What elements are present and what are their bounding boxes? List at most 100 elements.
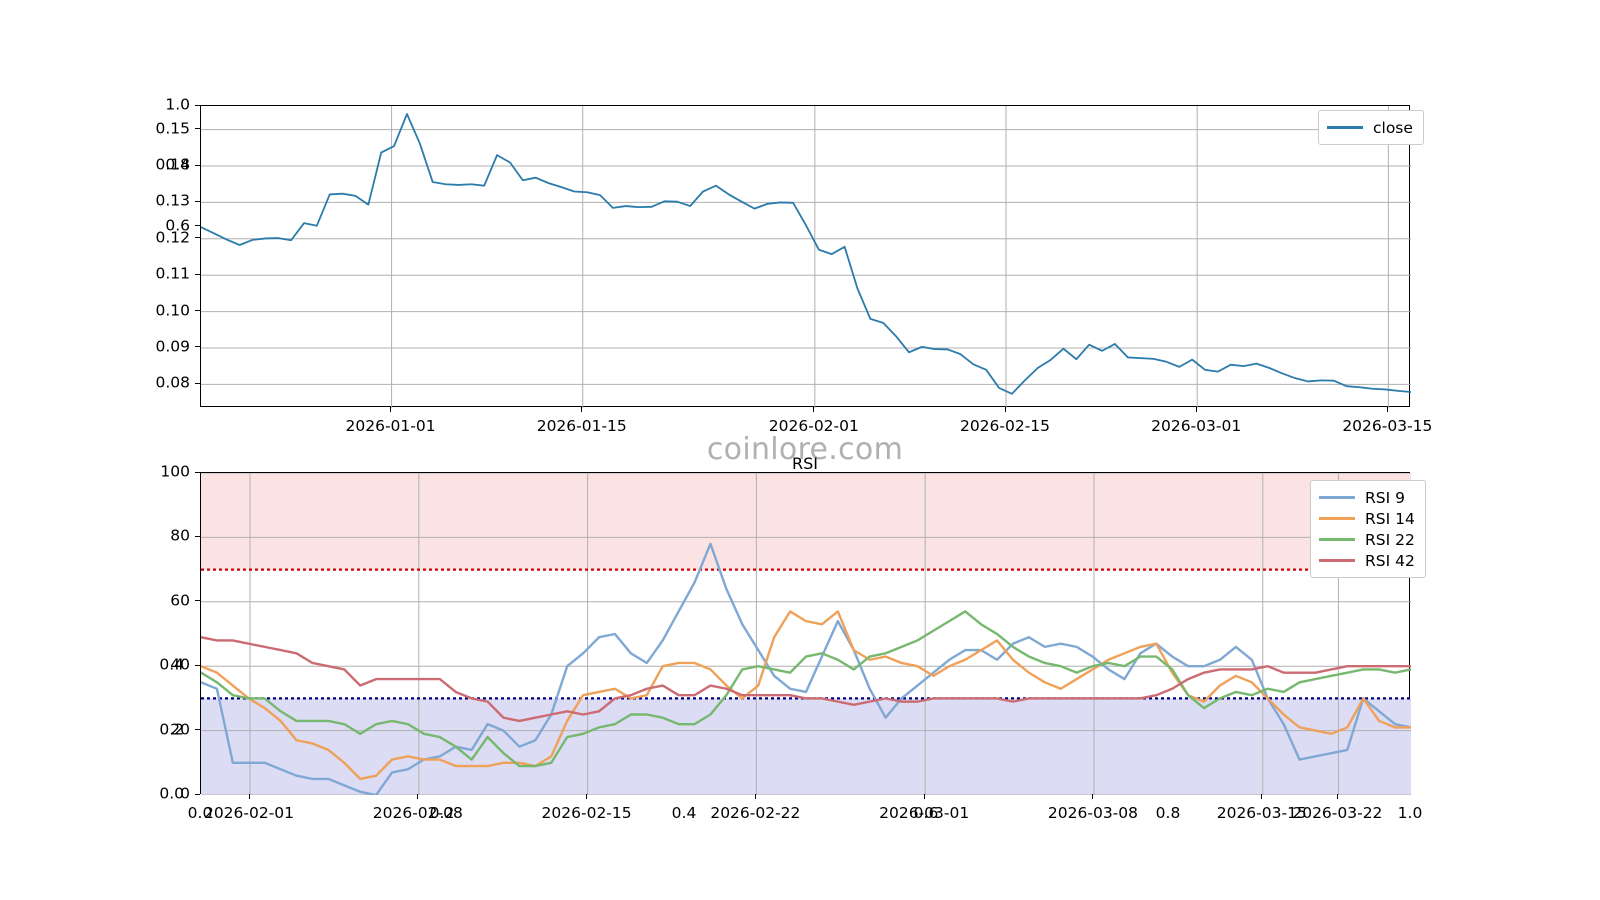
rsi-legend-item[interactable]: RSI 42 bbox=[1319, 550, 1415, 571]
price-y2-tick-mark bbox=[195, 164, 200, 166]
rsi-x2-tick-label: 0.2 bbox=[429, 804, 455, 822]
legend-color-swatch bbox=[1327, 126, 1363, 129]
legend-item-label: RSI 42 bbox=[1365, 551, 1415, 570]
price-x-tick-label: 2026-01-01 bbox=[345, 417, 436, 435]
price-x-tick-label: 2026-02-01 bbox=[768, 417, 859, 435]
rsi-y2-tick-mark bbox=[195, 793, 200, 795]
price-y2-tick-label: 0.8 bbox=[165, 155, 190, 174]
price-y-tick-mark bbox=[195, 346, 200, 348]
rsi-legend-item[interactable]: RSI 22 bbox=[1319, 529, 1415, 550]
price-chart-panel bbox=[200, 105, 1411, 408]
rsi-plot-svg bbox=[201, 473, 1411, 795]
rsi-x-tick-label: 2026-02-22 bbox=[710, 804, 801, 822]
rsi-x2-tick-label: 0.4 bbox=[671, 804, 697, 822]
rsi-x-tick-mark bbox=[1261, 794, 1263, 799]
price-y-tick-label: 0.11 bbox=[155, 264, 190, 283]
price-y2-tick-mark bbox=[195, 104, 200, 106]
rsi-y2-tick-label: 0.2 bbox=[159, 719, 184, 738]
rsi-x2-tick-label: 1.0 bbox=[1397, 804, 1423, 822]
watermark: coinlore.com bbox=[706, 432, 904, 467]
rsi-legend-item[interactable]: RSI 14 bbox=[1319, 508, 1415, 529]
rsi-x-tick-label: 2026-02-15 bbox=[541, 804, 632, 822]
price-plot-svg bbox=[201, 106, 1411, 408]
rsi-y-tick-mark bbox=[195, 535, 200, 537]
rsi-y-tick-label: 100 bbox=[160, 462, 190, 481]
price-x-tick-label: 2026-01-15 bbox=[536, 417, 627, 435]
rsi-series-line bbox=[201, 542, 1411, 795]
price-legend[interactable]: close bbox=[1318, 110, 1424, 145]
rsi-x-tick-mark bbox=[923, 794, 925, 799]
rsi-series-line bbox=[201, 636, 1411, 723]
price-x-tick-mark bbox=[1386, 407, 1388, 412]
rsi-x-tick-mark bbox=[1092, 794, 1094, 799]
price-x-tick-mark bbox=[581, 407, 583, 412]
rsi-y-tick-label: 40 bbox=[170, 655, 190, 674]
rsi-y-tick-label: 0 bbox=[180, 784, 190, 803]
price-y-tick-mark bbox=[195, 382, 200, 384]
price-plot-frame bbox=[200, 105, 1411, 408]
price-y-tick-label: 0.09 bbox=[155, 337, 190, 356]
rsi-x2-tick-label: 0.8 bbox=[1155, 804, 1181, 822]
price-y-tick-label: 0.13 bbox=[155, 191, 190, 210]
legend-item-label: RSI 22 bbox=[1365, 530, 1415, 549]
price-x-tick-mark bbox=[1195, 407, 1197, 412]
rsi-x-tick-label: 2026-03-01 bbox=[879, 804, 970, 822]
price-y-tick-label: 0.14 bbox=[155, 155, 190, 174]
price-x-tick-mark bbox=[1004, 407, 1006, 412]
price-x-tick-mark bbox=[813, 407, 815, 412]
rsi-x2-tick-label: 0.0 bbox=[187, 804, 213, 822]
rsi-y2-tick-mark bbox=[195, 729, 200, 731]
legend-item-label: RSI 9 bbox=[1365, 488, 1405, 507]
rsi-x-tick-label: 2026-03-22 bbox=[1292, 804, 1383, 822]
rsi-x2-tick-label: 0.6 bbox=[913, 804, 939, 822]
price-y2-tick-label: 1.0 bbox=[165, 95, 190, 114]
legend-item-label: RSI 14 bbox=[1365, 509, 1415, 528]
rsi-x-tick-label: 2026-03-15 bbox=[1216, 804, 1307, 822]
legend-color-swatch bbox=[1319, 559, 1355, 562]
rsi-y-tick-mark bbox=[195, 600, 200, 602]
rsi-y2-tick-label: 0.4 bbox=[159, 655, 184, 674]
rsi-y-tick-label: 80 bbox=[170, 526, 190, 545]
price-x-tick-mark bbox=[390, 407, 392, 412]
price-y2-tick-label: 0.6 bbox=[165, 216, 190, 235]
legend-color-swatch bbox=[1319, 538, 1355, 541]
price-y-tick-label: 0.10 bbox=[155, 300, 190, 319]
rsi-x-tick-label: 2026-02-01 bbox=[203, 804, 295, 822]
price-x-tick-label: 2026-03-01 bbox=[1151, 417, 1242, 435]
rsi-y-tick-mark bbox=[195, 471, 200, 473]
close-price-line bbox=[201, 113, 1411, 395]
legend-item-label: close bbox=[1373, 118, 1413, 137]
rsi-plot-frame bbox=[200, 472, 1411, 795]
price-y2-tick-mark bbox=[195, 225, 200, 227]
close-legend-item[interactable]: close bbox=[1327, 117, 1413, 138]
rsi-x-tick-label: 2026-03-08 bbox=[1047, 804, 1139, 822]
rsi-series-line bbox=[201, 610, 1411, 781]
rsi-chart-panel bbox=[200, 472, 1411, 795]
rsi-x-tick-mark bbox=[754, 794, 756, 799]
rsi-y2-tick-mark bbox=[195, 664, 200, 666]
rsi-x-tick-mark bbox=[248, 794, 250, 799]
price-y-tick-mark bbox=[195, 128, 200, 130]
price-y-tick-label: 0.15 bbox=[155, 118, 190, 137]
rsi-y2-tick-label: 0.0 bbox=[159, 784, 184, 803]
rsi-y-tick-label: 60 bbox=[170, 591, 190, 610]
price-x-tick-label: 2026-03-15 bbox=[1342, 417, 1433, 435]
rsi-series-line bbox=[201, 610, 1411, 768]
rsi-chart-title: RSI bbox=[792, 454, 818, 473]
price-y-tick-mark bbox=[195, 200, 200, 202]
price-y-tick-mark bbox=[195, 273, 200, 275]
rsi-x-tick-mark bbox=[417, 794, 419, 799]
rsi-x-tick-mark bbox=[586, 794, 588, 799]
price-y-tick-label: 0.08 bbox=[155, 373, 190, 392]
rsi-y-tick-label: 20 bbox=[170, 719, 190, 738]
rsi-x-tick-label: 2026-02-08 bbox=[372, 804, 463, 822]
rsi-legend-item[interactable]: RSI 9 bbox=[1319, 487, 1415, 508]
price-x-tick-label: 2026-02-15 bbox=[959, 417, 1051, 435]
legend-color-swatch bbox=[1319, 496, 1355, 499]
rsi-legend[interactable]: RSI 9 RSI 14 RSI 22 RSI 42 bbox=[1310, 480, 1426, 578]
price-y-tick-label: 0.12 bbox=[155, 228, 190, 247]
legend-color-swatch bbox=[1319, 517, 1355, 520]
price-y-tick-mark bbox=[195, 237, 200, 239]
price-y-tick-mark bbox=[195, 310, 200, 312]
